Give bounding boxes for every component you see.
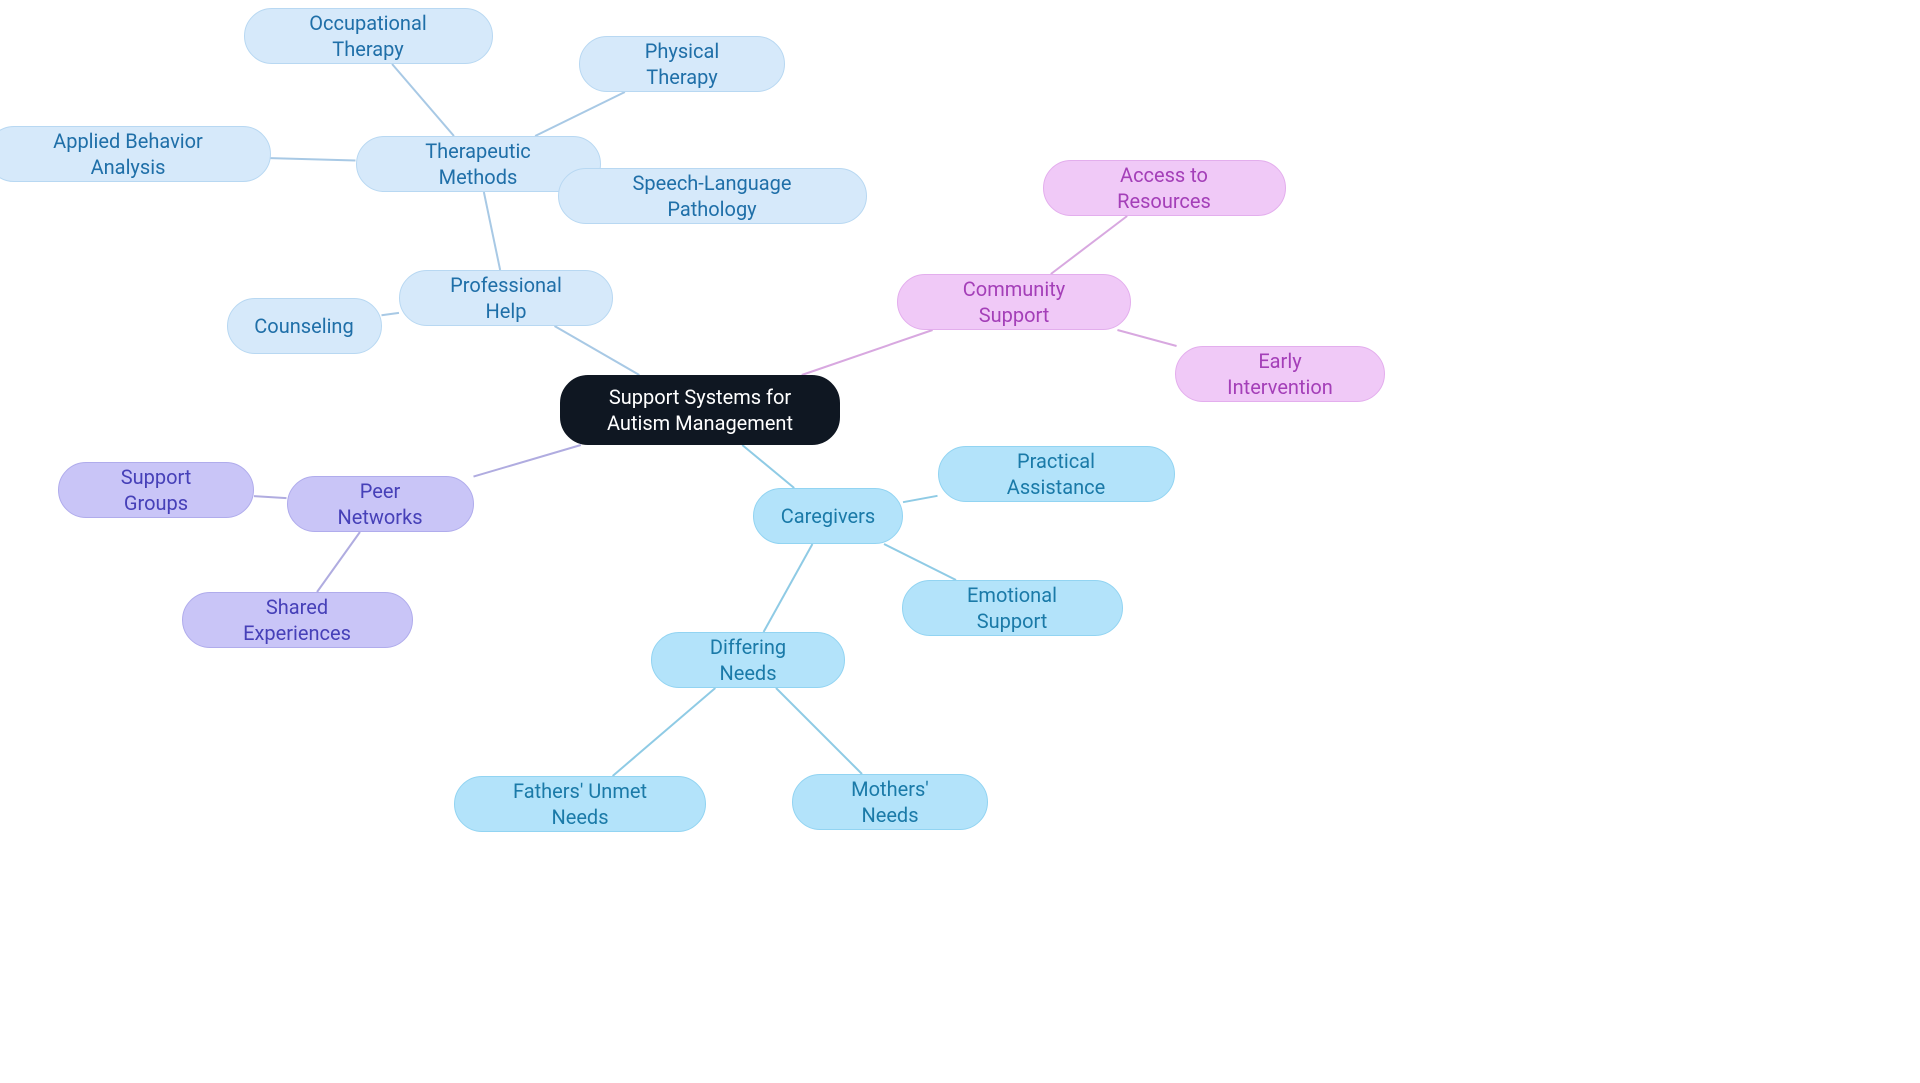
node-fathers: Fathers' Unmet Needs: [454, 776, 706, 832]
node-supp_grp: Support Groups: [58, 462, 254, 518]
edge-ther_meth-aba: [271, 158, 356, 160]
edge-caregivers-diff_needs: [764, 544, 813, 632]
edge-layer: [0, 0, 1920, 1083]
node-shared_exp: Shared Experiences: [182, 592, 413, 648]
node-root: Support Systems for Autism Management: [560, 375, 840, 445]
edge-comm_supp-access_res: [1051, 216, 1127, 274]
edge-ther_meth-occ_ther: [392, 64, 454, 136]
edge-diff_needs-fathers: [613, 688, 716, 776]
node-counseling: Counseling: [227, 298, 382, 354]
node-diff_needs: Differing Needs: [651, 632, 845, 688]
edge-root-peer_net: [474, 445, 581, 477]
edge-root-prof_help: [555, 326, 640, 375]
node-caregivers: Caregivers: [753, 488, 903, 544]
edge-prof_help-ther_meth: [484, 192, 500, 270]
edge-caregivers-pract_ass: [903, 496, 938, 502]
node-aba: Applied Behavior Analysis: [0, 126, 271, 182]
node-access_res: Access to Resources: [1043, 160, 1286, 216]
node-emot_supp: Emotional Support: [902, 580, 1123, 636]
edge-comm_supp-early_int: [1117, 330, 1176, 346]
edge-root-comm_supp: [802, 330, 933, 375]
edge-peer_net-shared_exp: [317, 532, 360, 592]
node-mothers: Mothers' Needs: [792, 774, 988, 830]
node-pract_ass: Practical Assistance: [938, 446, 1175, 502]
edge-prof_help-counseling: [382, 313, 400, 315]
edge-peer_net-supp_grp: [254, 496, 287, 498]
node-comm_supp: Community Support: [897, 274, 1131, 330]
node-peer_net: Peer Networks: [287, 476, 474, 532]
node-phys_ther: Physical Therapy: [579, 36, 785, 92]
node-prof_help: Professional Help: [399, 270, 613, 326]
node-early_int: Early Intervention: [1175, 346, 1385, 402]
edge-caregivers-emot_supp: [884, 544, 956, 580]
edge-ther_meth-phys_ther: [535, 92, 625, 136]
edge-diff_needs-mothers: [776, 688, 862, 774]
node-slp: Speech-Language Pathology: [558, 168, 867, 224]
edge-root-caregivers: [742, 445, 794, 488]
node-occ_ther: Occupational Therapy: [244, 8, 493, 64]
